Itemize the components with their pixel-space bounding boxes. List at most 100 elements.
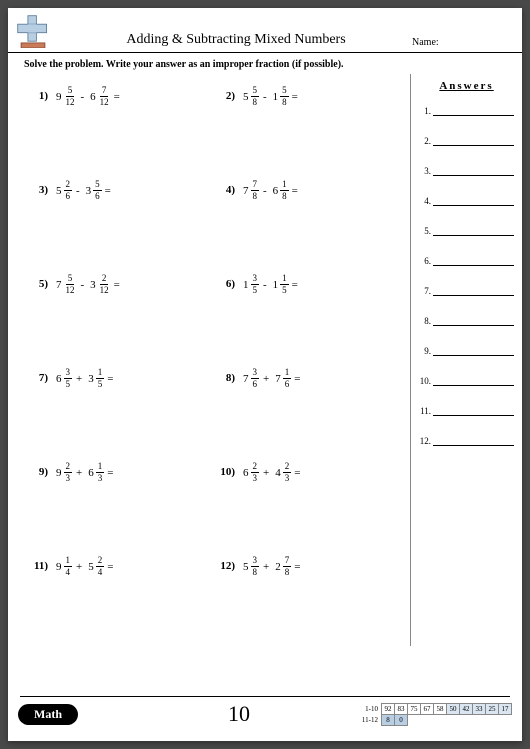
- fraction: 26: [64, 180, 73, 201]
- answer-number: 7.: [419, 286, 433, 296]
- answer-line: [433, 346, 514, 356]
- whole: 7: [273, 373, 283, 385]
- expression: 635+315=: [54, 364, 113, 389]
- mixed-number: 716: [273, 368, 291, 389]
- whole: 1: [271, 91, 281, 103]
- answers-list: 1.2.3.4.5.6.7.8.9.10.11.12.: [419, 106, 514, 446]
- equals: =: [291, 373, 300, 385]
- score-cell: 8: [382, 714, 395, 725]
- score-cell: 17: [499, 703, 512, 714]
- problem: 6)135-115=: [219, 270, 406, 364]
- score-cell: 50: [447, 703, 460, 714]
- whole: 7: [241, 185, 251, 197]
- plus-logo-icon: [16, 14, 50, 48]
- problem: 7)635+315=: [32, 364, 219, 458]
- expression: 914+524=: [54, 552, 113, 577]
- fraction: 24: [96, 556, 105, 577]
- mixed-number: 9512: [54, 86, 77, 107]
- problems-grid: 1)9512-6712=2)558-158=3)526-356=4)778-61…: [8, 74, 410, 646]
- expression: 923+613=: [54, 458, 113, 483]
- content-area: 1)9512-6712=2)558-158=3)526-356=4)778-61…: [8, 74, 522, 646]
- worksheet-page: Adding & Subtracting Mixed Numbers Name:…: [8, 8, 522, 741]
- answer-number: 4.: [419, 196, 433, 206]
- fraction: 212: [98, 274, 111, 295]
- problem-number: 8): [219, 364, 235, 384]
- whole: 6: [271, 185, 281, 197]
- whole: 9: [54, 561, 64, 573]
- operator: +: [72, 561, 86, 573]
- answer-row: 4.: [419, 196, 514, 206]
- footer-rule: [20, 696, 510, 697]
- mixed-number: 914: [54, 556, 72, 577]
- answer-row: 12.: [419, 436, 514, 446]
- page-number: 10: [78, 701, 360, 727]
- fraction: 13: [96, 462, 105, 483]
- score-cell: 67: [421, 703, 434, 714]
- whole: 6: [241, 467, 251, 479]
- expression: 558-158=: [241, 82, 298, 107]
- fraction: 512: [64, 86, 77, 107]
- fraction: 56: [93, 180, 102, 201]
- equals: =: [111, 91, 120, 103]
- mixed-number: 613: [86, 462, 104, 483]
- fraction: 23: [64, 462, 73, 483]
- expression: 538+278=: [241, 552, 300, 577]
- whole: 5: [241, 561, 251, 573]
- mixed-number: 526: [54, 180, 72, 201]
- answer-row: 7.: [419, 286, 514, 296]
- operator: -: [259, 91, 271, 103]
- whole: 6: [54, 373, 64, 385]
- answer-line: [433, 436, 514, 446]
- score-grid: 1-109283756758504233251711-1280: [360, 703, 512, 726]
- expression: 526-356=: [54, 176, 111, 201]
- whole: 6: [88, 91, 98, 103]
- score-cell: 42: [460, 703, 473, 714]
- fraction: 15: [96, 368, 105, 389]
- problem-number: 6): [219, 270, 235, 290]
- mixed-number: 524: [86, 556, 104, 577]
- problem: 5)7512-3212=: [32, 270, 219, 364]
- fraction: 78: [283, 556, 292, 577]
- score-cell: 75: [408, 703, 421, 714]
- fraction: 78: [251, 180, 260, 201]
- answer-row: 8.: [419, 316, 514, 326]
- fraction: 38: [251, 556, 260, 577]
- whole: 6: [86, 467, 96, 479]
- problem-number: 12): [219, 552, 235, 572]
- mixed-number: 158: [271, 86, 289, 107]
- operator: +: [259, 561, 273, 573]
- operator: +: [72, 373, 86, 385]
- operator: -: [77, 91, 89, 103]
- fraction: 712: [98, 86, 111, 107]
- answer-row: 6.: [419, 256, 514, 266]
- problem: 4)778-618=: [219, 176, 406, 270]
- answer-number: 5.: [419, 226, 433, 236]
- answer-line: [433, 316, 514, 326]
- answer-number: 1.: [419, 106, 433, 116]
- header: Adding & Subtracting Mixed Numbers Name:: [8, 8, 522, 53]
- footer: Math 10 1-109283756758504233251711-1280: [8, 701, 522, 727]
- whole: 3: [88, 279, 98, 291]
- mixed-number: 558: [241, 86, 259, 107]
- mixed-number: 538: [241, 556, 259, 577]
- mixed-number: 623: [241, 462, 259, 483]
- problem: 8) 736+716=: [219, 364, 406, 458]
- operator: -: [77, 279, 89, 291]
- answer-row: 10.: [419, 376, 514, 386]
- expression: 9512-6712=: [54, 82, 120, 107]
- score-cell: 92: [382, 703, 395, 714]
- answer-line: [433, 226, 514, 236]
- equals: =: [111, 279, 120, 291]
- whole: 5: [241, 91, 251, 103]
- fraction: 35: [64, 368, 73, 389]
- whole: 4: [273, 467, 283, 479]
- fraction: 14: [64, 556, 73, 577]
- answers-column: Answers 1.2.3.4.5.6.7.8.9.10.11.12.: [410, 74, 522, 646]
- equals: =: [104, 561, 113, 573]
- mixed-number: 923: [54, 462, 72, 483]
- whole: 3: [86, 373, 96, 385]
- problem-number: 1): [32, 82, 48, 102]
- answer-number: 8.: [419, 316, 433, 326]
- instruction-text: Solve the problem. Write your answer as …: [8, 53, 522, 74]
- expression: 736+716=: [241, 364, 300, 389]
